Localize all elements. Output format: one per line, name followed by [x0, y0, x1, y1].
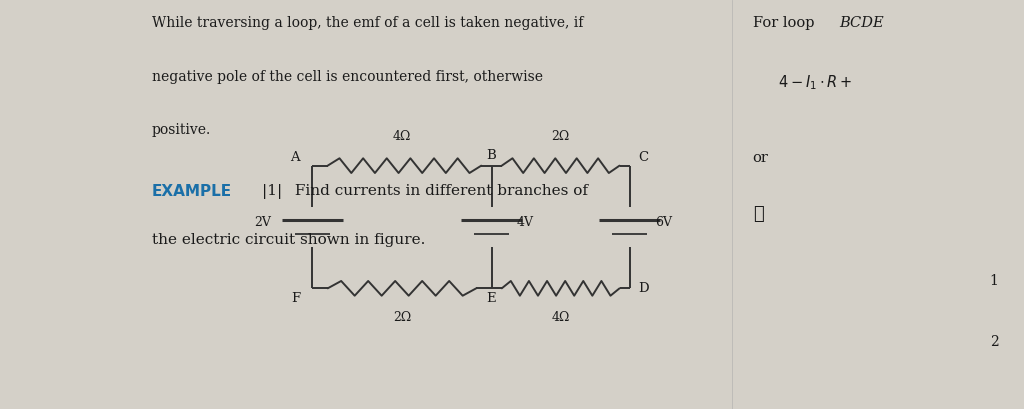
- Text: 2Ω: 2Ω: [552, 130, 569, 143]
- Text: B: B: [486, 148, 497, 162]
- Text: 6V: 6V: [655, 216, 673, 229]
- Text: 2: 2: [989, 335, 998, 349]
- Text: Find currents in different branches of: Find currents in different branches of: [290, 184, 588, 198]
- Text: E: E: [486, 292, 497, 306]
- Text: 1: 1: [989, 274, 998, 288]
- Text: the electric circuit shown in figure.: the electric circuit shown in figure.: [152, 233, 425, 247]
- Text: ∴: ∴: [753, 204, 763, 222]
- Text: EXAMPLE: EXAMPLE: [152, 184, 231, 199]
- Text: BCDE: BCDE: [840, 16, 885, 30]
- Text: 4Ω: 4Ω: [552, 311, 569, 324]
- Text: 4Ω: 4Ω: [393, 130, 411, 143]
- Text: positive.: positive.: [152, 123, 211, 137]
- Text: 4V: 4V: [517, 216, 535, 229]
- Text: D: D: [638, 282, 648, 295]
- Text: For loop: For loop: [753, 16, 814, 30]
- Text: 2V: 2V: [255, 216, 271, 229]
- Text: C: C: [638, 151, 648, 164]
- Text: A: A: [291, 151, 300, 164]
- Text: negative pole of the cell is encountered first, otherwise: negative pole of the cell is encountered…: [152, 70, 543, 83]
- Text: $4 - I_1 \cdot R +$: $4 - I_1 \cdot R +$: [778, 74, 853, 92]
- Text: 2Ω: 2Ω: [393, 311, 411, 324]
- Text: or: or: [753, 151, 769, 165]
- Text: |1|: |1|: [262, 184, 283, 199]
- Text: While traversing a loop, the emf of a cell is taken negative, if: While traversing a loop, the emf of a ce…: [152, 16, 583, 30]
- Text: F: F: [291, 292, 300, 306]
